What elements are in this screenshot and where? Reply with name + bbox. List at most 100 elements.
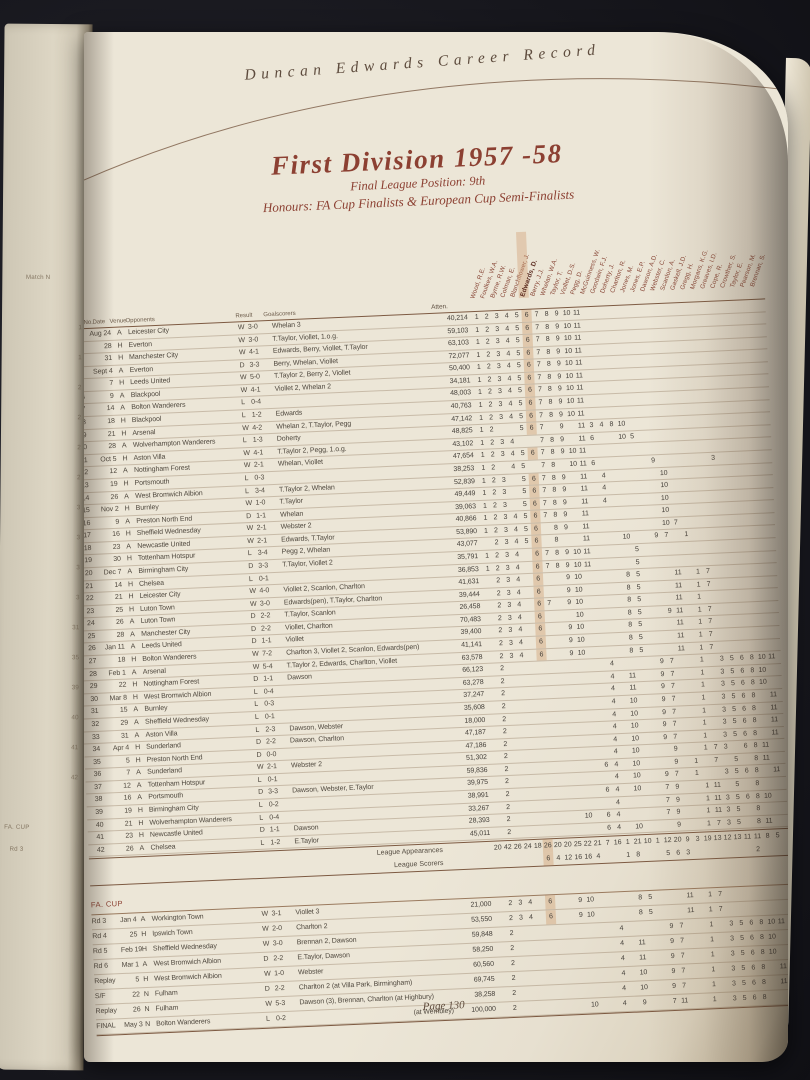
appearance-cell: 11 [575, 372, 584, 380]
result-letter: D [263, 955, 269, 964]
appearance-cell: 2 [508, 915, 513, 923]
appearance-cell: 2 [490, 439, 495, 447]
appearance-cell: 2 [491, 476, 496, 484]
appearance-cell: 8 [545, 323, 550, 331]
appearance-cell: 2 [496, 589, 501, 598]
appearance-cell: 2 [500, 677, 505, 686]
appearance-cell: 4 [516, 576, 521, 584]
result-score: 2-2 [260, 612, 271, 620]
appearance-cell: 3 [502, 488, 507, 497]
appearance-cell: 7 [538, 411, 544, 419]
appearance-cell: 9 [568, 637, 573, 645]
appearance-cell: 1 [475, 339, 480, 347]
appearance-cell: 3 [500, 438, 505, 446]
result-score: 0-1 [267, 775, 278, 784]
appearance-cell: 6 [591, 459, 596, 468]
attendance: 59,836 [466, 766, 488, 775]
appearance-cell: 5 [521, 462, 526, 471]
result: D 1-1 [253, 673, 287, 686]
appearance-cell: 4 [615, 798, 621, 806]
result: W 4-1 [240, 384, 274, 397]
left-page-fragment-header: Match N [25, 273, 51, 282]
result: D 3-3 [258, 786, 292, 799]
result: L 2-3 [255, 723, 289, 736]
result: W 2-1 [244, 459, 278, 472]
result-letter: D [245, 512, 252, 520]
appearance-cell: 6 [521, 309, 532, 322]
left-page-digit: 3 [75, 594, 80, 602]
appearance-cell: 10 [563, 334, 572, 343]
result-score: 0-3 [254, 474, 265, 482]
appearance-cell: 10 [631, 734, 640, 743]
appearance-cell: 4 [609, 660, 614, 668]
appearance-cell: 3 [498, 400, 503, 409]
attendance: 37,247 [463, 691, 485, 700]
left-page-digit: 2 [77, 444, 81, 452]
appearance-cell: 5 [523, 525, 529, 533]
appearance-cell: 10 [573, 548, 581, 556]
appearance-cell: 5 [638, 621, 643, 629]
appearance-cell: 8 [554, 537, 559, 545]
appearance-cell: 5 [636, 571, 641, 579]
col-header-goalscorers: Goalscorers [263, 310, 296, 319]
attendance: 38,253 [453, 465, 475, 474]
result: D 2-2 [251, 622, 285, 635]
appearance-cell: 3 [504, 539, 509, 547]
appearance-cell: 8 [629, 647, 634, 655]
appearance-cell: 1 [485, 552, 490, 560]
appearance-cell: 3 [495, 325, 500, 333]
result-letter: L [258, 801, 263, 809]
result-score: 1-0 [255, 499, 266, 507]
match-date: Mar 1 [121, 961, 140, 970]
appearance-cell: 4 [611, 698, 616, 706]
attendance: 26,458 [459, 603, 481, 612]
appearance-cell: 2 [485, 325, 490, 334]
result-letter: W [249, 600, 257, 608]
appearance-cell: 7 [545, 562, 550, 570]
appearance-cell: 4 [517, 614, 522, 622]
attendance: 48,003 [450, 389, 472, 398]
appearance-cell: 9 [557, 385, 562, 393]
result: W 1-0 [245, 497, 279, 510]
left-page-digit-column: 1 1 2 2 2 2 3 3 3 3 31 35 39 40 41 42 [5, 24, 93, 781]
spine-shadow [84, 32, 114, 1062]
appearance-cell: 8 [552, 499, 557, 507]
appearance-cell: 2 [499, 665, 505, 673]
appearance-cell: 1 [479, 414, 484, 422]
appearance-cell: 8 [547, 386, 552, 394]
appearance-cell: 4 [621, 970, 626, 978]
attendance: 59,848 [471, 931, 493, 940]
appearance-cell: 2 [503, 753, 508, 761]
result-score: 3-0 [272, 940, 283, 948]
result-letter: L [257, 776, 262, 784]
appearance-cell: 8 [553, 524, 558, 532]
appearance-cell: 9 [557, 373, 562, 381]
venue-flag: A [136, 781, 142, 790]
venue-flag: A [116, 329, 122, 337]
venue-flag: H [141, 931, 147, 939]
result-letter: W [261, 910, 269, 919]
attendance: 34,181 [449, 377, 471, 386]
result-letter: W [262, 925, 269, 934]
result: W 3-1 [261, 907, 296, 922]
appearance-cell: 3 [496, 350, 501, 358]
venue-flag: H [128, 605, 135, 614]
appearance-cell: 10 [630, 709, 639, 718]
col-header-attendance: Atten. [431, 303, 449, 311]
appearance-cell: 3 [589, 422, 594, 430]
appearance-cell: 10 [576, 636, 585, 644]
scorers-total-cell: 12 [564, 854, 573, 862]
attendance: 45,011 [469, 829, 491, 838]
appearance-cell: 11 [639, 954, 647, 962]
scorers-total-cell: 16 [574, 854, 583, 862]
attendance: 60,560 [472, 961, 495, 969]
result-letter: W [239, 374, 247, 382]
result-score: 1-1 [255, 512, 267, 520]
appearance-cell: 4 [528, 914, 533, 922]
appearance-cell: 10 [562, 309, 571, 318]
appearance-cell: 5 [637, 596, 642, 604]
venue-flag: A [119, 392, 125, 400]
appearance-cell: 11 [638, 939, 646, 947]
left-page-fragment-round: Rd 3 [9, 845, 24, 853]
appearance-cell: 6 [523, 359, 535, 372]
